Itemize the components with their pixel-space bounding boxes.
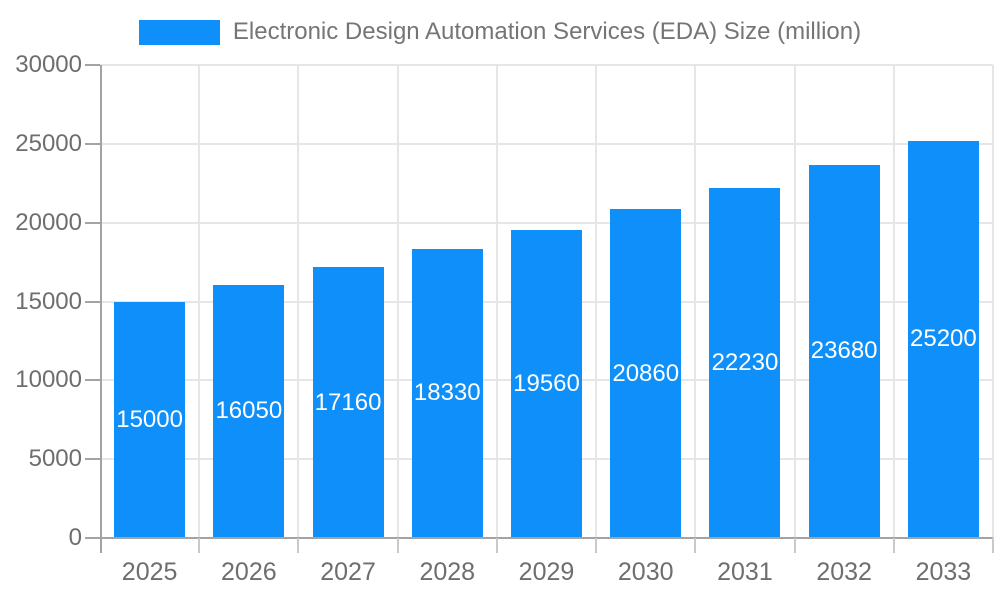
x-axis-label: 2025 xyxy=(121,558,178,586)
legend-swatch[interactable] xyxy=(138,19,220,45)
bar[interactable] xyxy=(610,209,682,538)
y-axis-label: 0 xyxy=(68,524,82,551)
y-axis-tick xyxy=(85,221,100,224)
legend-label: Electronic Design Automation Services (E… xyxy=(232,18,862,45)
x-axis-tick xyxy=(892,538,895,553)
y-axis-label: 10000 xyxy=(15,366,82,394)
y-axis-tick xyxy=(85,379,100,382)
y-axis-label: 15000 xyxy=(15,287,82,315)
y-axis-tick xyxy=(85,537,100,539)
x-axis-label: 2030 xyxy=(617,558,674,586)
x-axis-tick xyxy=(495,538,498,553)
y-axis-tick xyxy=(85,458,100,461)
x-axis-label: 2031 xyxy=(717,558,773,586)
x-axis-tick xyxy=(694,538,697,553)
x-axis-label: 2029 xyxy=(518,558,575,586)
x-axis-tick xyxy=(595,538,598,553)
y-axis-label: 5000 xyxy=(28,445,82,473)
x-axis-tick xyxy=(992,538,994,553)
x-axis-label: 2026 xyxy=(221,558,277,586)
y-axis-tick xyxy=(85,300,100,303)
chart-legend[interactable]: Electronic Design Automation Services (E… xyxy=(0,18,1000,46)
horizontal-gridline xyxy=(100,221,993,224)
bar[interactable] xyxy=(312,267,384,538)
bar[interactable] xyxy=(114,301,186,538)
x-axis-tick xyxy=(297,538,300,553)
vertical-gridline xyxy=(992,65,994,538)
x-axis-line xyxy=(85,537,993,539)
bar[interactable] xyxy=(213,284,285,538)
x-axis-label: 2028 xyxy=(419,558,476,586)
bar[interactable] xyxy=(709,187,781,538)
bar[interactable] xyxy=(907,140,979,538)
y-axis-label: 25000 xyxy=(15,129,82,157)
x-axis-label: 2027 xyxy=(320,558,376,586)
x-axis-tick xyxy=(793,538,796,553)
y-axis-tick xyxy=(85,64,100,66)
x-axis-tick xyxy=(198,538,201,553)
y-axis-tick xyxy=(85,142,100,145)
bar[interactable] xyxy=(808,164,880,538)
x-axis-label: 2032 xyxy=(816,558,872,586)
bar[interactable] xyxy=(411,248,483,538)
x-axis-label: 2033 xyxy=(915,558,972,586)
y-axis-label: 20000 xyxy=(15,208,82,236)
horizontal-gridline xyxy=(100,64,993,66)
x-axis-tick xyxy=(396,538,399,553)
y-axis-label: 30000 xyxy=(15,51,82,78)
horizontal-gridline xyxy=(100,142,993,145)
y-axis-line xyxy=(100,65,102,553)
bar[interactable] xyxy=(511,229,582,538)
